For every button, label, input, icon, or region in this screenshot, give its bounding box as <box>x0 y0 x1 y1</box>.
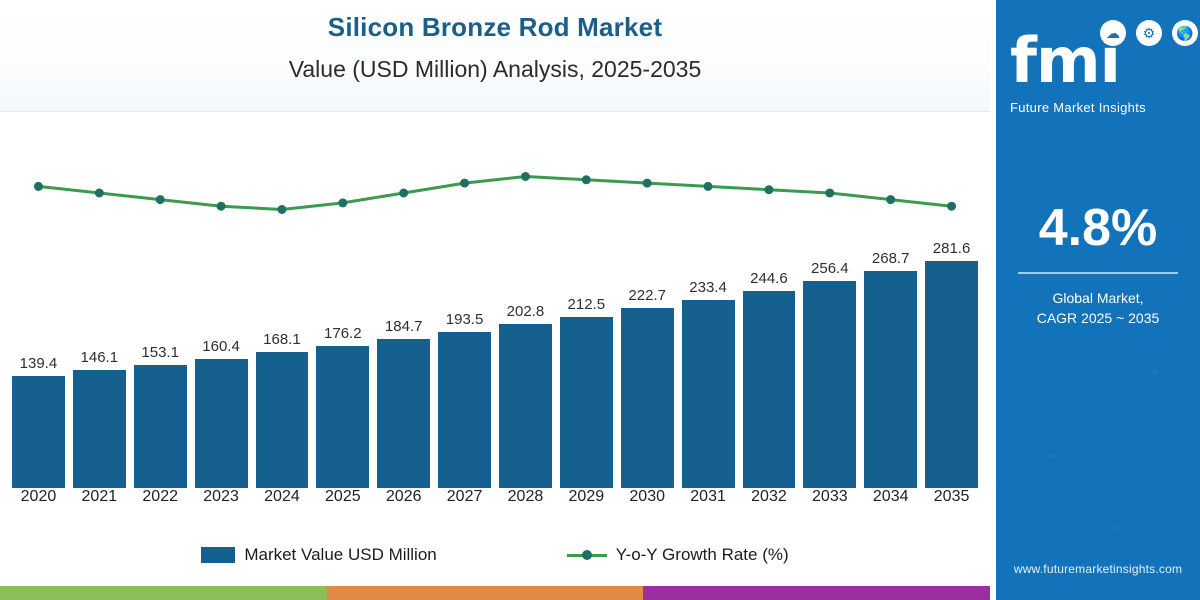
growth-rate-marker-2028 <box>520 172 530 181</box>
bar-value-label: 222.7 <box>628 287 666 305</box>
x-tick-2025: 2025 <box>325 488 361 505</box>
growth-rate-marker-2024 <box>277 205 287 214</box>
bar-2034 <box>864 271 918 488</box>
bar-2032 <box>742 290 796 488</box>
growth-rate-marker-2023 <box>216 201 226 211</box>
bottom-color-strip <box>0 586 990 600</box>
bar-2020 <box>12 375 65 488</box>
bar-value-label: 256.4 <box>811 260 849 278</box>
plot-area: 139.4 146.1 153.1 160.4 168.1 176.2 184.7 193.5… <box>0 118 990 488</box>
x-tick-2024: 2024 <box>264 488 300 505</box>
bar-value-label: 146.1 <box>80 349 119 367</box>
growth-rate-line <box>36 175 954 211</box>
orange-segment <box>326 586 644 600</box>
bar-2028 <box>499 324 552 488</box>
bar-2029 <box>559 316 613 488</box>
green-segment <box>0 586 327 600</box>
x-tick-2020: 2020 <box>20 488 57 505</box>
bar-value-label: 153.1 <box>141 343 179 361</box>
bar-value-label: 184.7 <box>384 318 423 336</box>
bar-2025 <box>316 345 370 488</box>
x-tick-2026: 2026 <box>385 488 422 505</box>
cagr-caption-line-2: CAGR 2025 ~ 2035 <box>1036 310 1160 326</box>
bar-value-label: 268.7 <box>871 250 910 268</box>
growth-rate-marker-2030 <box>642 178 652 188</box>
growth-rate-marker-2020 <box>33 181 43 191</box>
x-tick-2033: 2033 <box>812 488 848 505</box>
cagr-caption: Global Market, CAGR 2025 ~ 2035 <box>996 288 1200 328</box>
bar-value-label: 233.4 <box>689 278 727 296</box>
growth-rate-marker-2025 <box>338 198 348 208</box>
legend-item-growth-rate: Y-o-Y Growth Rate (%) <box>566 545 789 565</box>
page-title: Silicon Bronze Rod Market <box>327 12 663 42</box>
growth-rate-marker-2031 <box>703 181 713 191</box>
growth-rate-marker-2034 <box>886 195 896 205</box>
x-tick-2031: 2031 <box>690 488 726 505</box>
chart-subtitle: Value (USD Million) Analysis, 2025-2035 <box>288 56 702 82</box>
x-tick-2035: 2035 <box>933 488 970 505</box>
bar-value-label: 160.4 <box>202 337 240 355</box>
fmi-logo: fmi ☁ ⚙ 🌎 Future Market Insights <box>996 8 1200 120</box>
fmi-tagline: Future Market Insights <box>1010 100 1146 115</box>
x-tick-2029: 2029 <box>568 488 605 505</box>
cagr-value: 4.8% <box>1038 199 1158 257</box>
chart-legend: Market Value USD Million Y-o-Y Growth Ra… <box>0 535 990 575</box>
cagr-caption-line-1: Global Market, <box>1052 290 1144 306</box>
growth-rate-marker-2022 <box>155 195 165 205</box>
bar-value-label: 176.2 <box>324 324 362 342</box>
bar-2024 <box>255 352 309 488</box>
bar-2031 <box>681 299 735 488</box>
growth-rate-marker-2026 <box>399 188 409 198</box>
x-tick-2023: 2023 <box>203 488 239 505</box>
line-swatch-icon <box>566 548 607 562</box>
website-url: www.futuremarketinsights.com <box>1013 562 1183 576</box>
x-tick-2022: 2022 <box>142 488 178 505</box>
bar-2026 <box>377 339 431 488</box>
growth-rate-marker-2027 <box>460 178 470 188</box>
x-tick-2034: 2034 <box>872 488 909 505</box>
branding-sidebar: fmi ☁ ⚙ 🌎 Future Market Insights 4.8% Gl… <box>990 0 1200 600</box>
x-tick-2028: 2028 <box>507 488 544 505</box>
bar-value-label: 244.6 <box>750 269 788 287</box>
growth-rate-marker-2029 <box>581 175 591 185</box>
bar-value-label: 212.5 <box>567 295 606 313</box>
x-tick-2032: 2032 <box>751 488 787 505</box>
bar-value-label: 202.8 <box>506 303 545 321</box>
chart-panel: Silicon Bronze Rod Market Value (USD Mil… <box>0 0 990 600</box>
legend-item-market-value: Market Value USD Million <box>201 545 437 565</box>
x-tick-2021: 2021 <box>81 488 118 505</box>
cloud-icon: ☁ <box>1100 20 1126 46</box>
gear-icon: ⚙ <box>1136 20 1162 46</box>
bar-2027 <box>438 331 491 488</box>
bar-2021 <box>72 370 126 488</box>
x-tick-2027: 2027 <box>446 488 483 505</box>
growth-rate-marker-2035 <box>947 201 957 211</box>
x-tick-2030: 2030 <box>629 488 665 505</box>
legend-label-growth-rate: Y-o-Y Growth Rate (%) <box>615 545 789 564</box>
bar-2035 <box>925 260 978 488</box>
bar-value-label: 139.4 <box>19 354 58 372</box>
x-axis: 2020 2021 2022 2023 2024 2025 2026 2027 2028 2029… <box>0 488 990 522</box>
bar-value-label: 168.1 <box>263 331 301 349</box>
bar-swatch-icon <box>201 547 236 563</box>
bar-2023 <box>194 358 248 488</box>
bar-2030 <box>620 308 674 488</box>
bar-2022 <box>133 364 187 488</box>
bar-2033 <box>803 281 857 488</box>
bar-value-label: 281.6 <box>932 239 971 257</box>
growth-rate-marker-2033 <box>825 188 835 198</box>
purple-segment <box>643 586 990 600</box>
growth-rate-marker-2032 <box>764 185 774 195</box>
chart-header: Silicon Bronze Rod Market Value (USD Mil… <box>0 0 990 112</box>
legend-label-market-value: Market Value USD Million <box>244 545 437 564</box>
globe-icon: 🌎 <box>1172 20 1198 46</box>
bar-value-label: 193.5 <box>445 310 484 328</box>
growth-rate-marker-2021 <box>94 188 104 198</box>
cagr-divider <box>1018 272 1178 274</box>
